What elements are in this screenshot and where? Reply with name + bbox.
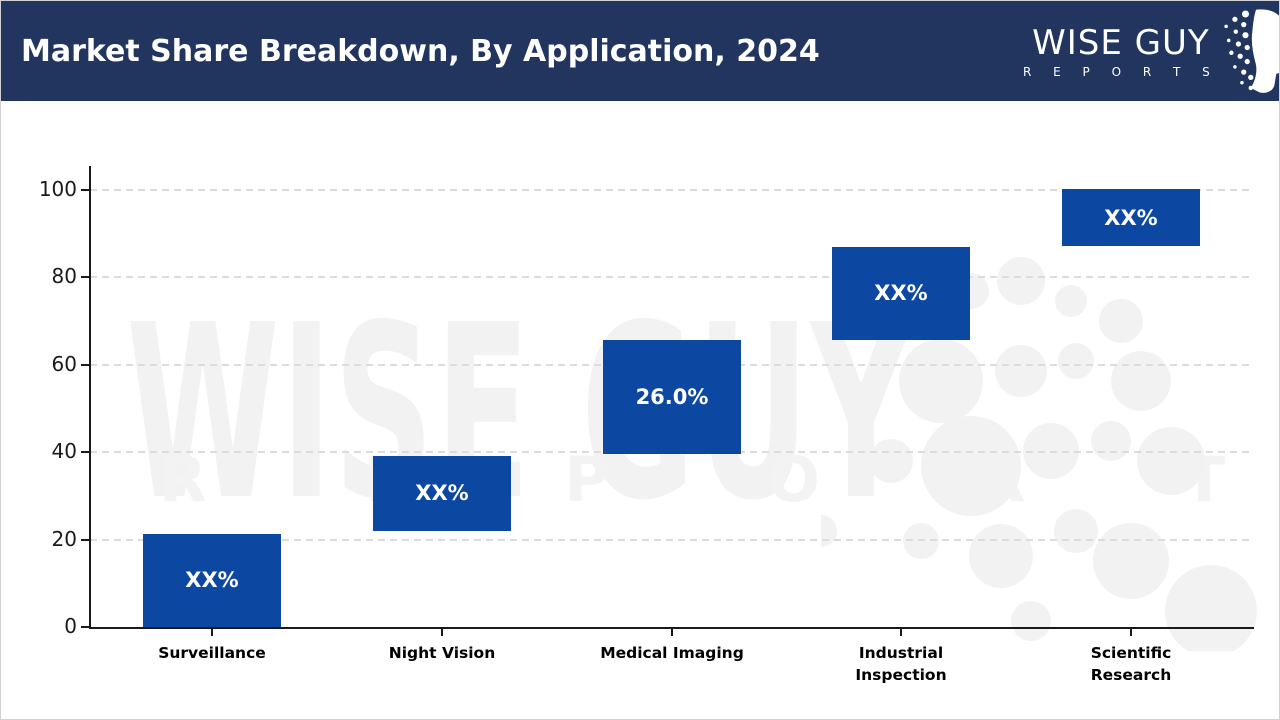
logo-subtitle: R E P O R T S — [1023, 65, 1219, 79]
y-axis-tick-60 — [81, 363, 90, 366]
watermark-subtitle: R E P O R T S — [159, 443, 1279, 516]
x-axis-tick-4 — [1130, 629, 1132, 636]
y-axis-label-20: 20 — [51, 526, 77, 551]
y-axis-label-100: 100 — [38, 176, 77, 201]
wiseguy-face-logo-icon — [1224, 9, 1279, 93]
x-axis-category-label: Industrial Inspection — [855, 644, 947, 684]
x-axis-category-label: Medical Imaging — [600, 644, 744, 662]
x-axis-spine — [89, 627, 1254, 629]
y-axis-tick-80 — [81, 276, 90, 278]
x-axis-category-label: Surveillance — [158, 644, 266, 662]
y-axis-tick-40 — [81, 451, 90, 453]
bar-industrial-inspection: XX% — [832, 246, 970, 340]
wiseguy-logo-text: WISE GUY R E P O R T S — [1023, 23, 1219, 79]
bar-value-label: XX% — [874, 281, 928, 306]
y-axis-tick-100 — [81, 188, 90, 191]
x-axis-tick-2 — [671, 629, 673, 636]
bar-value-label: XX% — [1104, 205, 1158, 230]
bar-scientific-research: XX% — [1062, 188, 1200, 247]
bar-night-vision: XX% — [373, 455, 511, 531]
chart-title: Market Share Breakdown, By Application, … — [21, 34, 820, 69]
bar-surveillance: XX% — [143, 533, 281, 627]
gridline-y20 — [90, 538, 1254, 541]
bar-value-label: 26.0% — [635, 385, 709, 410]
watermark-wordmark: WISE GUY — [126, 273, 913, 553]
bar-value-label: XX% — [415, 481, 469, 506]
y-axis-label-80: 80 — [51, 264, 77, 288]
y-axis-label-0: 0 — [64, 614, 77, 638]
y-axis-tick-20 — [81, 538, 90, 541]
y-axis-label-40: 40 — [51, 439, 77, 463]
x-axis-tick-3 — [900, 629, 902, 636]
y-axis-spine — [89, 166, 91, 629]
logo-wordmark: WISE GUY — [1032, 23, 1210, 63]
x-axis-tick-0 — [211, 629, 213, 636]
bar-medical-imaging: 26.0% — [603, 340, 741, 455]
bar-value-label: XX% — [185, 568, 239, 593]
y-axis-label-60: 60 — [51, 351, 77, 376]
wiseguy-logo: WISE GUY R E P O R T S — [1023, 5, 1279, 97]
x-axis-category-label: Night Vision — [388, 644, 496, 662]
x-axis-tick-1 — [441, 629, 443, 636]
y-axis-tick-0 — [81, 626, 90, 628]
gridline-y100 — [90, 188, 1254, 191]
gridline-y80 — [90, 276, 1254, 278]
header-band: Market Share Breakdown, By Application, … — [1, 1, 1279, 101]
x-axis-category-label: Scientific Research — [1090, 644, 1172, 684]
